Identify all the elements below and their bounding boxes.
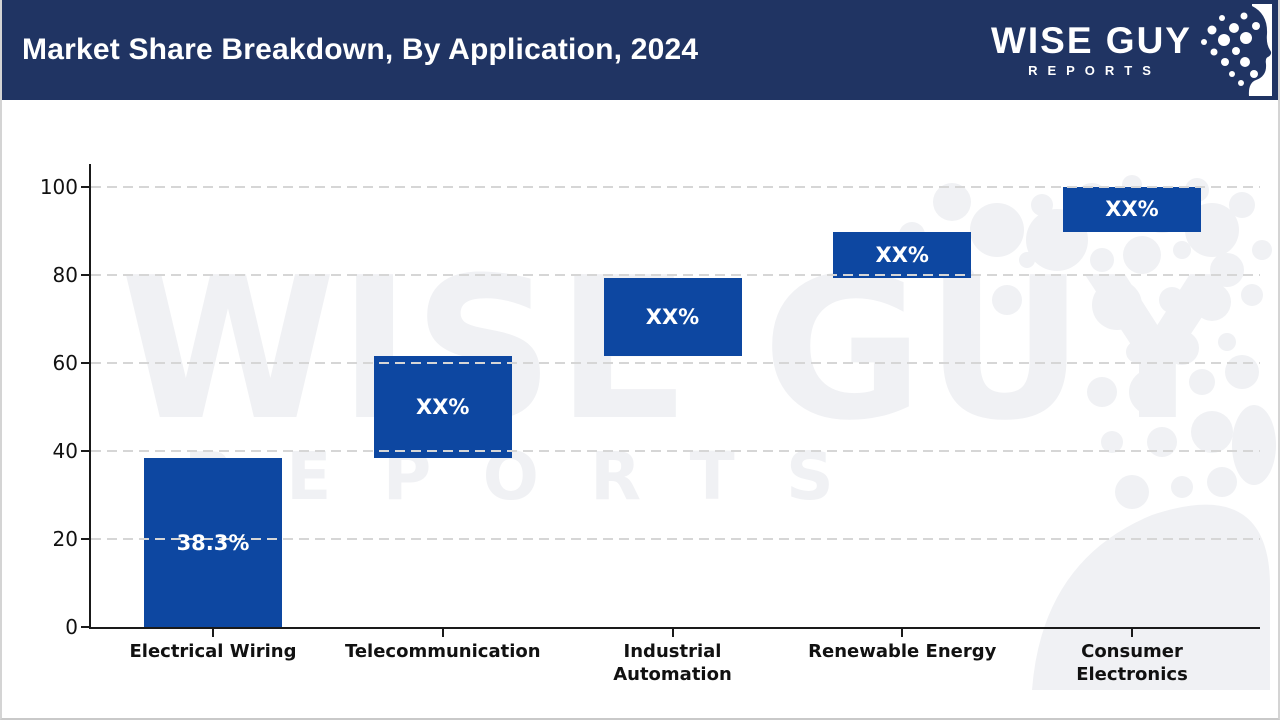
bar-telecommunication bbox=[373, 355, 512, 459]
bar-value-label-telecommunication: XX% bbox=[416, 395, 470, 420]
header-bar: Market Share Breakdown, By Application, … bbox=[2, 0, 1278, 100]
wise-guy-reports-logo: WISE GUY REPORTS bbox=[991, 0, 1272, 100]
x-axis-label-electrical-wiring: Electrical Wiring bbox=[129, 641, 297, 662]
bar-value-label-electrical-wiring: 38.3% bbox=[176, 530, 250, 555]
y-tick-0 bbox=[81, 626, 89, 628]
y-tick-80 bbox=[81, 274, 89, 276]
gridline-80 bbox=[91, 274, 1260, 276]
gridline-20 bbox=[91, 538, 1260, 540]
chart-title: Market Share Breakdown, By Application, … bbox=[22, 33, 699, 66]
logo-reports-label: REPORTS bbox=[1028, 63, 1161, 78]
x-tick-telecommunication bbox=[441, 629, 444, 637]
bar-value-label-consumer-electronics: XX% bbox=[1105, 197, 1159, 222]
y-tick-20 bbox=[81, 538, 89, 540]
x-tick-industrial-automation bbox=[671, 629, 674, 637]
y-axis-line bbox=[89, 164, 91, 629]
x-axis-label-industrial-automation: Industrial Automation bbox=[613, 641, 732, 685]
x-tick-consumer-electronics bbox=[1131, 629, 1133, 637]
gridline-40 bbox=[91, 450, 1260, 452]
bar-electrical-wiring bbox=[144, 458, 282, 627]
bar-industrial-automation bbox=[603, 277, 742, 356]
y-tick-label-40: 40 bbox=[52, 439, 78, 463]
x-tick-renewable-energy bbox=[901, 629, 904, 637]
y-tick-60 bbox=[81, 362, 89, 364]
bar-value-label-renewable-energy: XX% bbox=[875, 242, 929, 267]
gridline-100 bbox=[91, 186, 1260, 188]
x-axis-label-telecommunication: Telecommunication bbox=[344, 641, 541, 662]
x-axis-line bbox=[89, 627, 1260, 629]
y-tick-100 bbox=[81, 186, 89, 188]
y-tick-label-80: 80 bbox=[52, 263, 78, 287]
x-axis-label-consumer-electronics: Consumer Electronics bbox=[1076, 641, 1188, 685]
y-tick-label-0: 0 bbox=[65, 615, 78, 639]
logo-head-icon bbox=[1201, 4, 1272, 96]
logo-text: WISE GUY REPORTS bbox=[991, 22, 1192, 78]
y-tick-label-60: 60 bbox=[52, 351, 78, 375]
y-tick-label-20: 20 bbox=[52, 527, 78, 551]
gridline-60 bbox=[91, 362, 1260, 364]
x-axis-label-renewable-energy: Renewable Energy bbox=[808, 641, 997, 662]
logo-wordmark: WISE GUY bbox=[990, 20, 1192, 61]
bar-value-label-industrial-automation: XX% bbox=[645, 304, 700, 329]
y-tick-40 bbox=[81, 450, 89, 452]
x-tick-electrical-wiring bbox=[212, 629, 214, 637]
y-tick-label-100: 100 bbox=[39, 175, 78, 199]
